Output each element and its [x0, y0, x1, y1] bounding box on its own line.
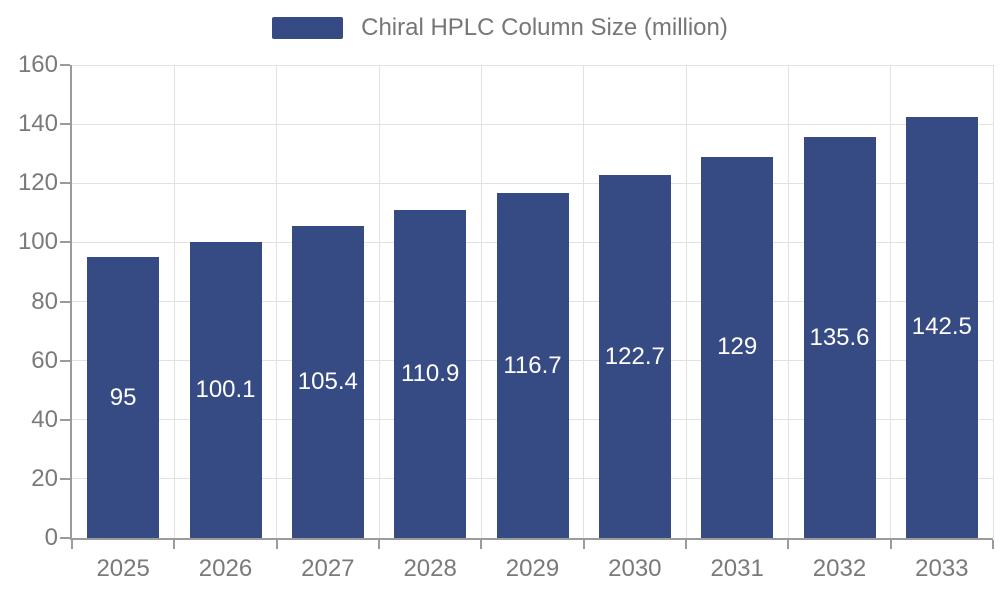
y-axis-tick-mark: [60, 182, 70, 185]
bar-value-label: 135.6: [809, 323, 870, 351]
y-axis-tick-label: 120: [17, 169, 58, 197]
x-axis-tick-label: 2032: [812, 555, 867, 582]
bar-2025[interactable]: 95: [87, 257, 160, 538]
x-axis-tick-label: 2025: [96, 555, 150, 582]
x-axis-tick-mark: [480, 540, 483, 549]
x-axis-tick-mark: [685, 540, 687, 549]
bar-2033[interactable]: 142.5: [905, 116, 978, 538]
bar-2026[interactable]: 100.1: [189, 242, 262, 538]
bar-value-label: 105.4: [297, 368, 358, 396]
gridline-horizontal: [72, 182, 993, 184]
legend[interactable]: Chiral HPLC Column Size (million): [0, 13, 1000, 43]
gridline-vertical: [276, 65, 278, 538]
bar-2032[interactable]: 135.6: [803, 137, 876, 538]
y-axis-tick-label: 40: [31, 405, 58, 433]
gridline-horizontal: [72, 64, 993, 66]
x-axis-tick-mark: [173, 540, 176, 549]
gridline-vertical: [173, 65, 175, 538]
bar-value-label: 95: [109, 383, 137, 411]
y-axis-tick-mark: [60, 300, 70, 303]
plot-area: 95 100.1 105.4 110.9 116.7 122.7 129 135.6 142.5: [70, 64, 994, 540]
x-axis-tick-label: 2026: [198, 555, 253, 582]
bar-2031[interactable]: 129: [701, 156, 774, 538]
bar-2030[interactable]: 122.7: [598, 175, 671, 538]
x-axis-tick-mark: [787, 540, 790, 549]
x-axis-tick-mark: [378, 540, 380, 549]
y-axis-tick-mark: [60, 359, 70, 362]
bar-2029[interactable]: 116.7: [496, 193, 569, 538]
x-axis-tick-mark: [71, 540, 73, 549]
bar-value-label: 100.1: [195, 376, 256, 404]
x-axis-tick-label: 2033: [915, 555, 969, 582]
legend-swatch-icon: [272, 17, 344, 39]
x-axis-tick-label: 2031: [710, 555, 764, 582]
y-axis-tick-mark: [60, 241, 70, 244]
gridline-vertical: [378, 65, 380, 538]
gridline-vertical: [992, 65, 994, 538]
y-axis-tick-mark: [60, 418, 70, 421]
y-axis-tick-mark: [60, 477, 70, 480]
y-axis-tick-label: 140: [17, 110, 58, 138]
x-axis-tick-label: 2030: [608, 555, 662, 582]
x-axis-tick-mark: [992, 540, 994, 549]
x-axis-tick-mark: [275, 540, 278, 549]
x-axis-tick-label: 2028: [403, 555, 457, 582]
gridline-horizontal: [72, 123, 993, 125]
x-axis-tick-label: 2027: [301, 555, 355, 582]
y-axis-tick-label: 160: [17, 51, 58, 78]
gridline-vertical: [685, 65, 687, 538]
bar-2027[interactable]: 105.4: [291, 226, 364, 538]
y-axis-tick-mark: [60, 123, 70, 126]
bar-value-label: 122.7: [604, 342, 665, 370]
bar-value-label: 129: [717, 333, 758, 361]
bar-value-label: 142.5: [911, 313, 972, 341]
y-axis-tick-mark: [60, 537, 70, 539]
y-axis-tick-mark: [60, 64, 70, 66]
y-axis-tick-label: 100: [17, 228, 58, 256]
y-axis-tick-label: 80: [31, 287, 58, 315]
gridline-vertical: [890, 65, 892, 538]
bar-value-label: 110.9: [401, 360, 460, 388]
y-axis-tick-label: 0: [44, 524, 58, 551]
x-axis-tick-mark: [889, 540, 892, 549]
gridline-vertical: [787, 65, 789, 538]
x-axis-tick-label: 2029: [505, 555, 560, 582]
bar-2028[interactable]: 110.9: [394, 210, 467, 538]
gridline-vertical: [480, 65, 482, 538]
legend-label: Chiral HPLC Column Size (million): [361, 14, 728, 41]
gridline-vertical: [583, 65, 585, 538]
y-axis-tick-label: 20: [31, 464, 58, 492]
bar-value-label: 116.7: [503, 351, 562, 379]
y-axis-tick-label: 60: [31, 346, 58, 374]
x-axis-tick-mark: [582, 540, 585, 549]
